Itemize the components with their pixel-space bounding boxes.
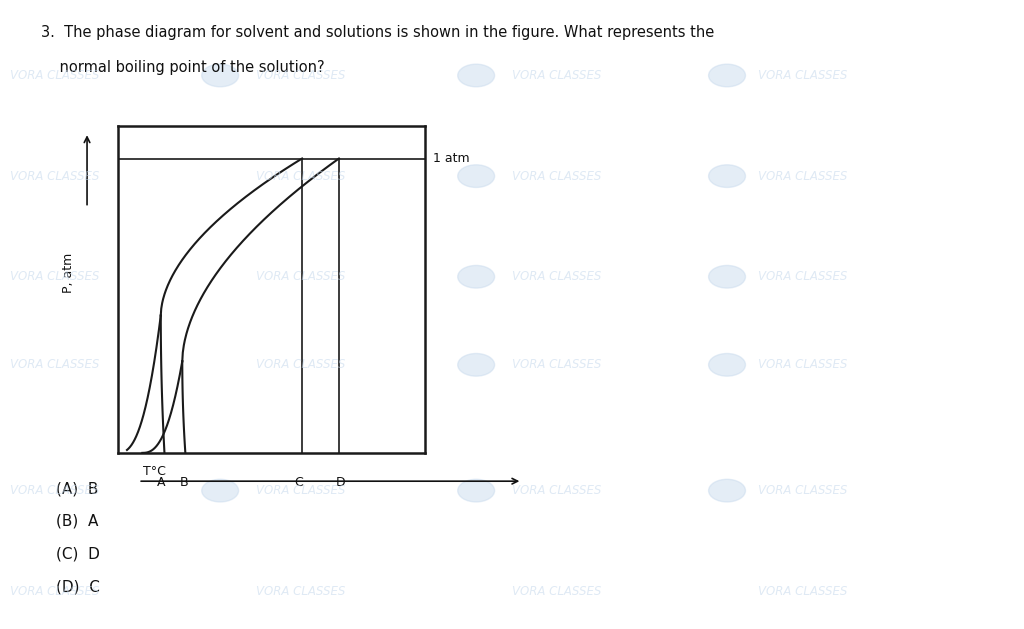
Text: VORA CLASSES: VORA CLASSES <box>256 359 345 371</box>
Text: (C)  D: (C) D <box>56 547 100 562</box>
Text: 3.  The phase diagram for solvent and solutions is shown in the figure. What rep: 3. The phase diagram for solvent and sol… <box>41 25 714 40</box>
Text: VORA CLASSES: VORA CLASSES <box>256 484 345 497</box>
Text: B: B <box>179 476 188 489</box>
Text: (B)  A: (B) A <box>56 514 98 529</box>
Text: VORA CLASSES: VORA CLASSES <box>512 270 601 283</box>
Text: VORA CLASSES: VORA CLASSES <box>512 359 601 371</box>
Text: VORA CLASSES: VORA CLASSES <box>10 69 99 82</box>
Text: normal boiling point of the solution?: normal boiling point of the solution? <box>41 60 325 75</box>
Text: P, atm: P, atm <box>62 253 75 293</box>
Text: A: A <box>157 476 165 489</box>
Text: VORA CLASSES: VORA CLASSES <box>758 69 847 82</box>
Text: VORA CLASSES: VORA CLASSES <box>10 170 99 182</box>
Text: VORA CLASSES: VORA CLASSES <box>256 270 345 283</box>
Text: D: D <box>336 476 345 489</box>
Text: VORA CLASSES: VORA CLASSES <box>10 270 99 283</box>
Text: VORA CLASSES: VORA CLASSES <box>512 484 601 497</box>
Text: VORA CLASSES: VORA CLASSES <box>758 484 847 497</box>
Text: VORA CLASSES: VORA CLASSES <box>256 170 345 182</box>
Text: VORA CLASSES: VORA CLASSES <box>758 359 847 371</box>
Text: T°C: T°C <box>143 465 166 478</box>
Text: VORA CLASSES: VORA CLASSES <box>256 69 345 82</box>
Text: 1 atm: 1 atm <box>432 152 469 165</box>
Text: VORA CLASSES: VORA CLASSES <box>758 170 847 182</box>
Text: VORA CLASSES: VORA CLASSES <box>512 69 601 82</box>
Text: VORA CLASSES: VORA CLASSES <box>10 585 99 598</box>
Text: C: C <box>295 476 303 489</box>
Text: VORA CLASSES: VORA CLASSES <box>512 585 601 598</box>
Text: VORA CLASSES: VORA CLASSES <box>10 359 99 371</box>
Text: (A)  B: (A) B <box>56 481 98 496</box>
Text: VORA CLASSES: VORA CLASSES <box>10 484 99 497</box>
Text: (D)  C: (D) C <box>56 579 100 594</box>
Text: VORA CLASSES: VORA CLASSES <box>256 585 345 598</box>
Text: VORA CLASSES: VORA CLASSES <box>512 170 601 182</box>
Text: VORA CLASSES: VORA CLASSES <box>758 585 847 598</box>
Text: VORA CLASSES: VORA CLASSES <box>758 270 847 283</box>
